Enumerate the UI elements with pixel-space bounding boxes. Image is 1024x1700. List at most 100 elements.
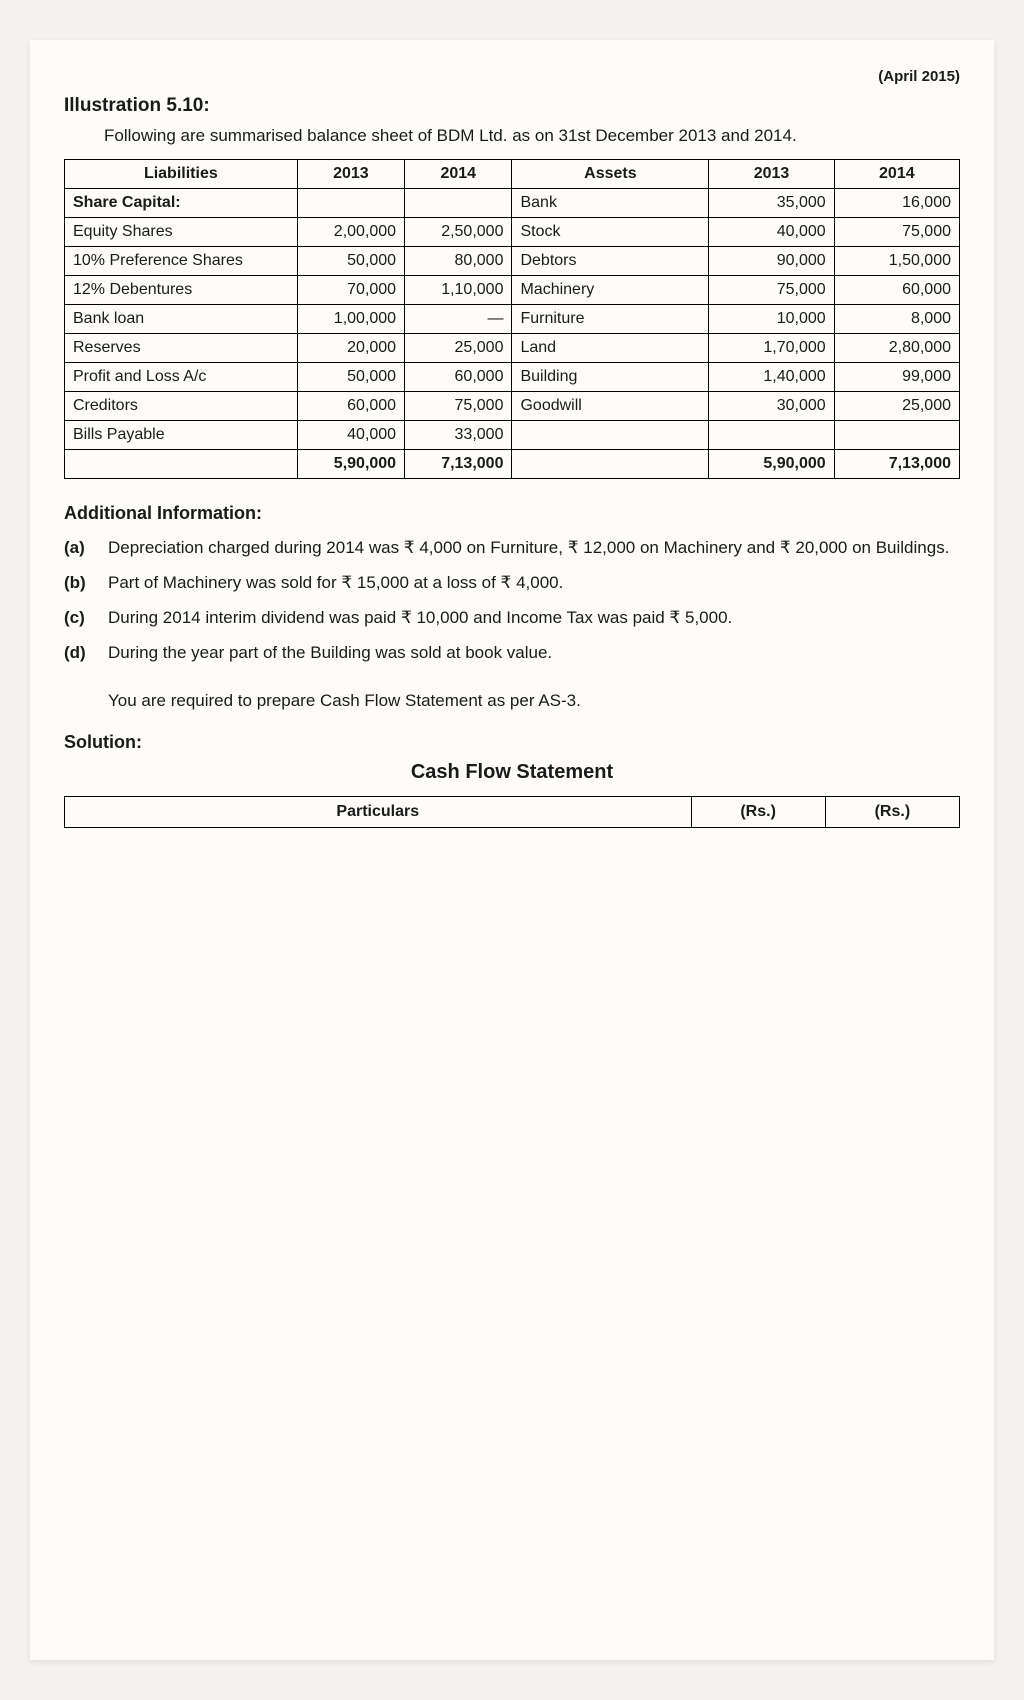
liab-2014-value: 60,000 <box>405 362 512 391</box>
note-text: During the year part of the Building was… <box>108 643 552 662</box>
asset-2014-value: 25,000 <box>834 391 959 420</box>
liab-2014-value: 2,50,000 <box>405 217 512 246</box>
asset-2014-value: 60,000 <box>834 275 959 304</box>
liab-2014-value: 75,000 <box>405 391 512 420</box>
cfs-header-row: Particulars (Rs.) (Rs.) <box>65 796 960 827</box>
intro-text: Following are summarised balance sheet o… <box>104 123 960 149</box>
liability-label: Reserves <box>65 333 298 362</box>
balance-total-row: 5,90,000 7,13,000 5,90,000 7,13,000 <box>65 449 960 478</box>
liab-2014-value: 80,000 <box>405 246 512 275</box>
note-marker: (b) <box>64 569 86 596</box>
note-marker: (a) <box>64 534 85 561</box>
asset-label <box>512 420 709 449</box>
asset-2013-value: 90,000 <box>709 246 834 275</box>
total-asset-2014: 7,13,000 <box>834 449 959 478</box>
asset-2014-value: 75,000 <box>834 217 959 246</box>
liab-2013-value: 70,000 <box>297 275 404 304</box>
list-item: (d) During the year part of the Building … <box>64 639 960 666</box>
cfs-col-particulars: Particulars <box>65 796 692 827</box>
total-asset-2013: 5,90,000 <box>709 449 834 478</box>
balance-sheet-table: Liabilities 2013 2014 Assets 2013 2014 S… <box>64 159 960 479</box>
cfs-title: Cash Flow Statement <box>64 761 960 784</box>
table-row: Creditors60,00075,000Goodwill30,00025,00… <box>65 391 960 420</box>
table-row: Equity Shares2,00,0002,50,000Stock40,000… <box>65 217 960 246</box>
col-asset-2013: 2013 <box>709 159 834 188</box>
asset-2014-value: 1,50,000 <box>834 246 959 275</box>
asset-label: Machinery <box>512 275 709 304</box>
table-row: 12% Debentures70,0001,10,000Machinery75,… <box>65 275 960 304</box>
asset-2013-value: 1,70,000 <box>709 333 834 362</box>
additional-info-heading: Additional Information: <box>64 503 960 524</box>
illustration-title: Illustration 5.10: <box>64 95 960 117</box>
liab-2014-value <box>405 188 512 217</box>
asset-2013-value: 1,40,000 <box>709 362 834 391</box>
list-item: (a) Depreciation charged during 2014 was … <box>64 534 960 561</box>
asset-label: Stock <box>512 217 709 246</box>
col-liab-2013: 2013 <box>297 159 404 188</box>
asset-2013-value: 35,000 <box>709 188 834 217</box>
note-text: Part of Machinery was sold for ₹ 15,000 … <box>108 573 563 592</box>
col-liab-2014: 2014 <box>405 159 512 188</box>
asset-label: Furniture <box>512 304 709 333</box>
table-row: Share Capital: Bank35,00016,000 <box>65 188 960 217</box>
asset-2014-value: 8,000 <box>834 304 959 333</box>
liab-2013-value: 50,000 <box>297 362 404 391</box>
col-assets: Assets <box>512 159 709 188</box>
list-item: (b) Part of Machinery was sold for ₹ 15,0… <box>64 569 960 596</box>
header-date: (April 2015) <box>64 68 960 85</box>
liab-2014-value: 1,10,000 <box>405 275 512 304</box>
cfs-col-rs2: (Rs.) <box>825 796 959 827</box>
liab-2013-value: 2,00,000 <box>297 217 404 246</box>
table-row: Profit and Loss A/c50,00060,000Building1… <box>65 362 960 391</box>
asset-2014-value: 99,000 <box>834 362 959 391</box>
liability-label: Creditors <box>65 391 298 420</box>
liability-label: Bank loan <box>65 304 298 333</box>
liability-label: 10% Preference Shares <box>65 246 298 275</box>
table-row: Reserves20,00025,000Land1,70,0002,80,000 <box>65 333 960 362</box>
note-marker: (d) <box>64 639 86 666</box>
liability-label: Bills Payable <box>65 420 298 449</box>
asset-label: Bank <box>512 188 709 217</box>
cfs-table: Particulars (Rs.) (Rs.) <box>64 796 960 828</box>
asset-label: Debtors <box>512 246 709 275</box>
table-row: Bills Payable40,00033,000 <box>65 420 960 449</box>
total-liab-2014: 7,13,000 <box>405 449 512 478</box>
col-asset-2014: 2014 <box>834 159 959 188</box>
balance-body: Share Capital:Bank35,00016,000Equity Sha… <box>65 188 960 449</box>
liability-label: Profit and Loss A/c <box>65 362 298 391</box>
liability-label: 12% Debentures <box>65 275 298 304</box>
table-row: Bank loan1,00,000—Furniture10,0008,000 <box>65 304 960 333</box>
asset-2013-value: 40,000 <box>709 217 834 246</box>
solution-label: Solution: <box>64 732 960 753</box>
asset-label: Goodwill <box>512 391 709 420</box>
liab-2014-value: 33,000 <box>405 420 512 449</box>
notes-list: (a) Depreciation charged during 2014 was … <box>64 534 960 667</box>
list-item: (c)During 2014 interim dividend was paid… <box>64 604 960 631</box>
col-liabilities: Liabilities <box>65 159 298 188</box>
liability-label: Share Capital: <box>65 188 298 217</box>
closing-instruction: You are required to prepare Cash Flow St… <box>108 688 960 714</box>
asset-2013-value: 75,000 <box>709 275 834 304</box>
asset-2013-value <box>709 420 834 449</box>
balance-header-row: Liabilities 2013 2014 Assets 2013 2014 <box>65 159 960 188</box>
liab-2014-value: — <box>405 304 512 333</box>
liab-2014-value: 25,000 <box>405 333 512 362</box>
asset-2013-value: 10,000 <box>709 304 834 333</box>
table-row: 10% Preference Shares50,00080,000Debtors… <box>65 246 960 275</box>
asset-2014-value: 16,000 <box>834 188 959 217</box>
liab-2013-value <box>297 188 404 217</box>
asset-2014-value: 2,80,000 <box>834 333 959 362</box>
asset-label: Building <box>512 362 709 391</box>
asset-2013-value: 30,000 <box>709 391 834 420</box>
cfs-col-rs1: (Rs.) <box>691 796 825 827</box>
page: (April 2015) Illustration 5.10: Followin… <box>30 40 994 1660</box>
total-liab-2013: 5,90,000 <box>297 449 404 478</box>
liab-2013-value: 60,000 <box>297 391 404 420</box>
liab-2013-value: 1,00,000 <box>297 304 404 333</box>
liability-label: Equity Shares <box>65 217 298 246</box>
liab-2013-value: 50,000 <box>297 246 404 275</box>
liab-2013-value: 20,000 <box>297 333 404 362</box>
note-text: Depreciation charged during 2014 was ₹ 4… <box>108 538 949 557</box>
asset-2014-value <box>834 420 959 449</box>
asset-label: Land <box>512 333 709 362</box>
